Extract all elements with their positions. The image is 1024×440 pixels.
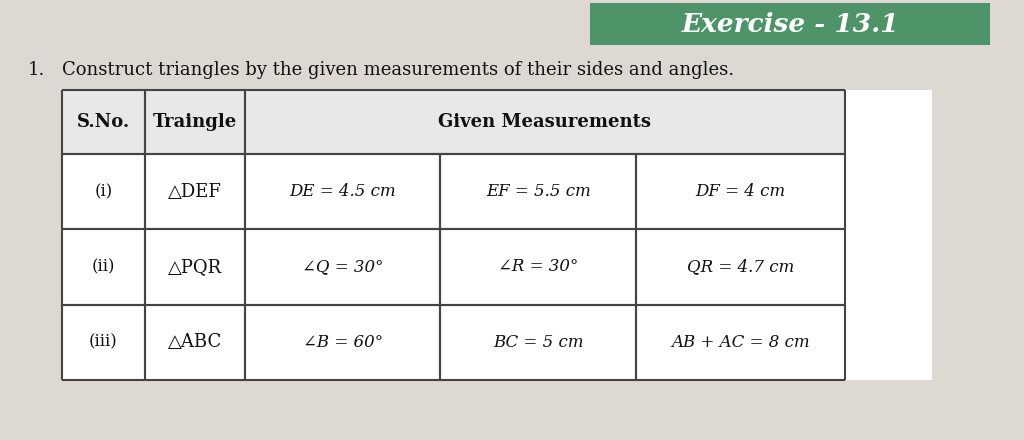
Text: DE = 4.5 cm: DE = 4.5 cm — [289, 183, 396, 200]
Bar — [62, 304, 144, 380]
Bar — [144, 304, 245, 380]
Bar — [144, 229, 245, 304]
Text: QR = 4.7 cm: QR = 4.7 cm — [687, 258, 795, 275]
Text: AB + AC = 8 cm: AB + AC = 8 cm — [672, 334, 810, 351]
Text: △DEF: △DEF — [168, 183, 221, 201]
Bar — [440, 304, 636, 380]
Bar — [144, 90, 245, 154]
Text: (iii): (iii) — [89, 334, 118, 351]
Text: ∠Q = 30°: ∠Q = 30° — [302, 258, 383, 275]
Bar — [590, 3, 990, 45]
Text: ∠B = 60°: ∠B = 60° — [302, 334, 383, 351]
Bar — [245, 304, 440, 380]
Text: ∠R = 30°: ∠R = 30° — [498, 258, 579, 275]
Bar — [245, 229, 440, 304]
Text: S.No.: S.No. — [77, 113, 130, 131]
Text: Construct triangles by the given measurements of their sides and angles.: Construct triangles by the given measure… — [62, 61, 734, 79]
Text: Exercise - 13.1: Exercise - 13.1 — [681, 11, 899, 37]
Bar — [245, 90, 845, 154]
Text: 1.: 1. — [28, 61, 45, 79]
Bar — [62, 154, 144, 229]
Text: Traingle: Traingle — [153, 113, 237, 131]
Text: BC = 5 cm: BC = 5 cm — [494, 334, 584, 351]
Bar — [440, 154, 636, 229]
Bar — [245, 154, 440, 229]
Text: (i): (i) — [94, 183, 113, 200]
Bar — [636, 229, 845, 304]
Text: Given Measurements: Given Measurements — [438, 113, 651, 131]
Bar — [440, 229, 636, 304]
Text: EF = 5.5 cm: EF = 5.5 cm — [486, 183, 591, 200]
Text: △PQR: △PQR — [168, 258, 222, 276]
Bar — [636, 304, 845, 380]
Text: DF = 4 cm: DF = 4 cm — [695, 183, 785, 200]
Bar — [62, 90, 932, 380]
Text: △ABC: △ABC — [168, 334, 222, 351]
Text: (ii): (ii) — [91, 258, 115, 275]
Bar — [636, 154, 845, 229]
Bar — [144, 154, 245, 229]
Bar — [62, 229, 144, 304]
Bar — [62, 90, 144, 154]
